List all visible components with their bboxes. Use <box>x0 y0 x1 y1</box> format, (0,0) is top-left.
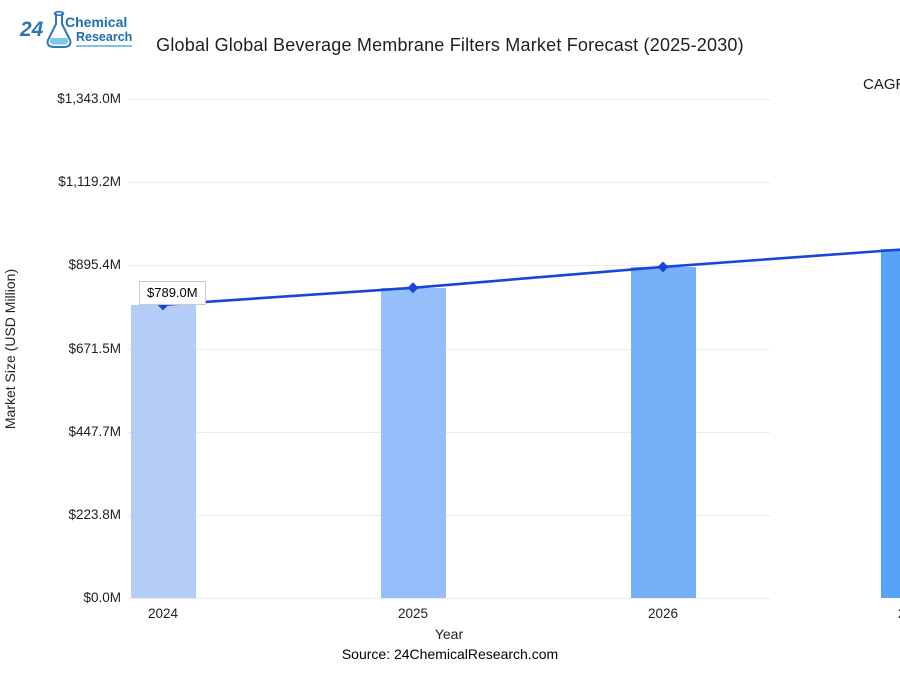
gridline <box>128 99 770 100</box>
y-tick-label: $1,119.2M <box>58 174 121 190</box>
logo-number: 24 <box>20 18 44 41</box>
logo-word-chemical: Chemical <box>65 14 128 30</box>
trend-line <box>162 248 900 307</box>
gridline <box>128 431 770 433</box>
x-tick-label-2024: 2024 <box>147 606 179 621</box>
bar-2026[interactable] <box>630 266 696 598</box>
trend-marker-2026[interactable] <box>657 261 669 273</box>
y-tick-label: $223.8M <box>68 506 121 522</box>
flask-icon <box>46 10 72 48</box>
brand-logo: 24 Chemical Research <box>18 8 133 52</box>
gridline <box>128 598 770 599</box>
trend-marker-2025[interactable] <box>407 282 419 294</box>
y-tick-label: $0.0M <box>83 590 121 605</box>
gridline <box>128 514 770 516</box>
x-tick-label-2026: 2026 <box>647 606 679 621</box>
bar-2027[interactable] <box>880 248 900 598</box>
chart-title: Global Global Beverage Membrane Filters … <box>156 35 744 55</box>
bar-2025[interactable] <box>380 287 446 598</box>
y-tick-label: $447.7M <box>68 423 121 439</box>
x-tick-label-2025: 2025 <box>397 606 429 621</box>
y-tick-label: $895.4M <box>68 257 121 273</box>
logo-word-research: Research <box>76 31 133 47</box>
y-tick-label: $1,343.0M <box>57 91 121 106</box>
gridline <box>128 182 770 184</box>
data-point-label: $789.0M <box>139 280 206 305</box>
x-axis-title: Year <box>434 626 464 642</box>
gridline <box>128 348 770 350</box>
cagr-label: CAGR <box>863 76 900 93</box>
x-tick-label-2027: 2027 <box>873 606 900 621</box>
source-attribution: Source: 24ChemicalResearch.com <box>341 646 559 662</box>
bar-2024[interactable] <box>130 304 196 598</box>
y-tick-label: $671.5M <box>68 340 121 356</box>
